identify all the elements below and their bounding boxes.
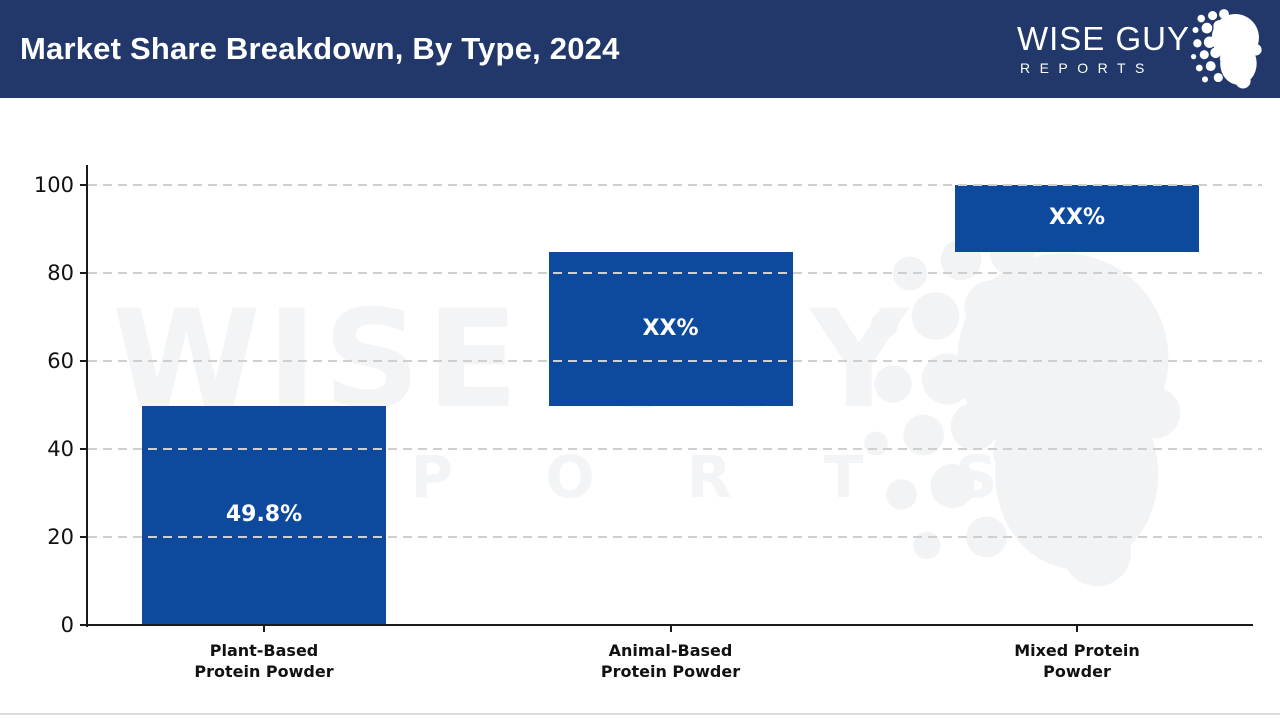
bar-segment — [142, 405, 386, 625]
bar-value-label: XX% — [1049, 205, 1105, 231]
bar-segment — [548, 251, 793, 406]
y-tick-label-80: 80 — [47, 261, 74, 285]
y-tick-0 — [80, 624, 88, 626]
page-title: Market Share Breakdown, By Type, 2024 — [20, 31, 620, 66]
brand-subtitle: REPORTS — [1019, 60, 1154, 76]
y-axis-line — [86, 165, 88, 627]
x-tick — [263, 625, 265, 632]
gridline-80 — [88, 272, 1262, 274]
y-tick-label-60: 60 — [47, 349, 74, 373]
brand-name: WISE GUY — [1016, 20, 1190, 57]
bar-value-label: XX% — [642, 315, 699, 341]
x-axis-line — [86, 624, 1253, 626]
x-category-label: Plant-Based Protein Powder — [194, 641, 334, 681]
x-category-label: Mixed Protein Powder — [1014, 641, 1140, 681]
y-tick-80 — [80, 272, 88, 274]
watermark-head-graphic — [864, 231, 1181, 587]
wiseguy-logo: WISE GUY REPORTS — [1017, 7, 1262, 91]
gridline-40 — [88, 448, 1262, 450]
gridline-100 — [88, 184, 1262, 186]
x-tick — [1076, 625, 1078, 632]
wiseguy-head-icon — [1190, 9, 1262, 89]
bar-segment — [955, 185, 1199, 252]
header-bar: Market Share Breakdown, By Type, 2024 WI… — [0, 0, 1280, 98]
wiseguy-logo-text: WISE GUY REPORTS — [1017, 22, 1190, 76]
x-tick — [669, 625, 672, 632]
y-tick-20 — [80, 536, 88, 538]
bar-value-label: 49.8% — [225, 502, 303, 528]
bottom-border — [0, 713, 1280, 715]
gridline-60 — [88, 360, 1262, 362]
y-tick-label-20: 20 — [47, 525, 74, 549]
x-category-label: Animal-Based Protein Powder — [600, 641, 741, 681]
y-tick-label-100: 100 — [33, 173, 74, 197]
y-tick-40 — [80, 448, 88, 450]
y-tick-60 — [80, 360, 88, 362]
y-tick-label-0: 0 — [60, 613, 74, 637]
gridline-20 — [88, 536, 1262, 538]
y-tick-100 — [80, 184, 88, 186]
y-tick-label-40: 40 — [47, 437, 74, 461]
